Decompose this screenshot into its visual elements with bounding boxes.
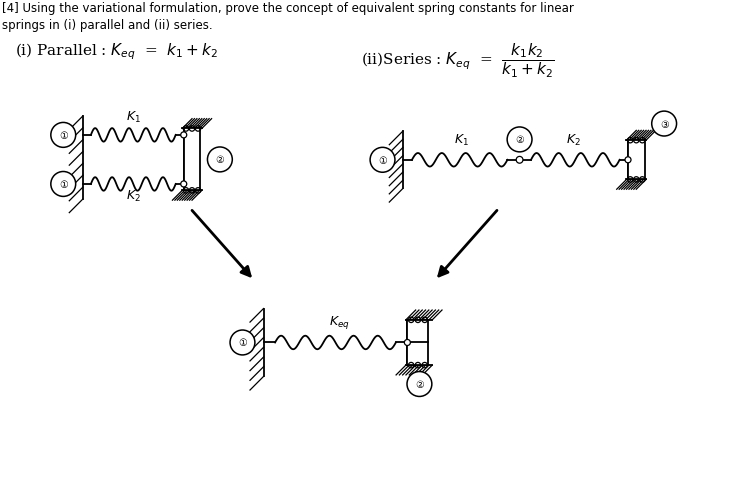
Text: ③: ③: [660, 119, 669, 129]
Text: (i) Parallel : $\mathit{K}_{eq}$  =  $\mathit{k}_1 + \mathit{k}_2$: (i) Parallel : $\mathit{K}_{eq}$ = $\mat…: [15, 42, 218, 62]
Text: ②: ②: [515, 135, 524, 145]
Text: ①: ①: [238, 338, 247, 348]
Bar: [184, 129, 200, 191]
Bar: [407, 320, 428, 365]
Text: (ii)Series : $\mathit{K}_{eq}$  =  $\dfrac{\mathit{k}_1\mathit{k}_2}{\mathit{k}_: (ii)Series : $\mathit{K}_{eq}$ = $\dfrac…: [361, 42, 555, 80]
Circle shape: [50, 123, 75, 148]
Circle shape: [517, 157, 523, 164]
Text: [4] Using the variational formulation, prove the concept of equivalent spring co: [4] Using the variational formulation, p…: [2, 3, 574, 15]
Circle shape: [50, 172, 75, 197]
Text: ②: ②: [215, 155, 224, 165]
Text: $K_{eq}$: $K_{eq}$: [329, 313, 349, 330]
Circle shape: [625, 157, 631, 163]
Text: $K_1$: $K_1$: [454, 133, 468, 148]
Text: ①: ①: [59, 179, 68, 189]
Circle shape: [230, 330, 255, 355]
Text: ②: ②: [415, 379, 424, 389]
Circle shape: [370, 148, 395, 173]
Circle shape: [651, 112, 676, 137]
Text: $K_2$: $K_2$: [126, 188, 141, 203]
Text: $K_2$: $K_2$: [566, 133, 581, 148]
Circle shape: [407, 372, 431, 397]
Bar: [628, 141, 645, 180]
Circle shape: [404, 340, 410, 346]
Text: $K_1$: $K_1$: [126, 110, 141, 125]
Text: ①: ①: [59, 131, 68, 141]
Circle shape: [181, 133, 187, 139]
Text: ①: ①: [378, 155, 387, 165]
Circle shape: [181, 181, 187, 187]
Circle shape: [508, 128, 532, 153]
Circle shape: [207, 148, 232, 172]
Text: springs in (i) parallel and (ii) series.: springs in (i) parallel and (ii) series.: [2, 19, 213, 32]
